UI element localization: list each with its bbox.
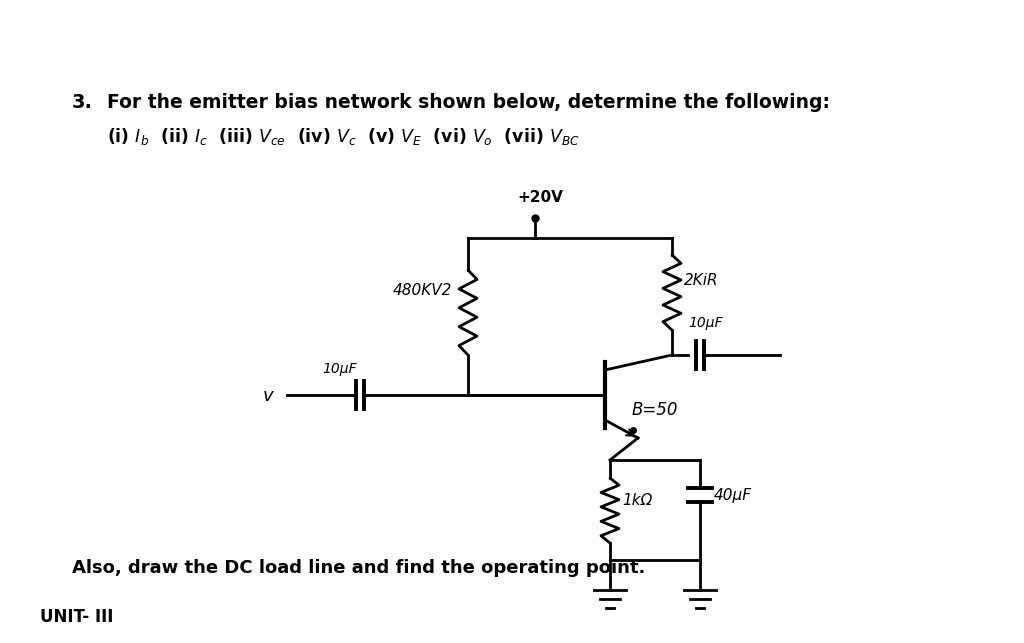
- Text: 10μF: 10μF: [322, 362, 356, 376]
- Text: UNIT- III: UNIT- III: [40, 608, 114, 626]
- Text: B=50: B=50: [632, 401, 679, 419]
- Text: 1kΩ: 1kΩ: [622, 493, 652, 508]
- Text: 10μF: 10μF: [688, 316, 723, 330]
- Text: 3.: 3.: [72, 93, 93, 112]
- Text: 480KV2: 480KV2: [393, 283, 453, 298]
- Text: Also, draw the DC load line and find the operating point.: Also, draw the DC load line and find the…: [72, 559, 645, 577]
- Text: 2KiR: 2KiR: [684, 273, 719, 288]
- Text: (i) $I_b$  (ii) $I_c$  (iii) $V_{ce}$  (iv) $V_c$  (v) $V_E$  (vi) $V_o$  (vii) : (i) $I_b$ (ii) $I_c$ (iii) $V_{ce}$ (iv)…: [106, 126, 580, 147]
- Text: 40μF: 40μF: [714, 488, 752, 503]
- Text: For the emitter bias network shown below, determine the following:: For the emitter bias network shown below…: [106, 93, 830, 112]
- Text: v: v: [263, 387, 273, 405]
- Text: +20V: +20V: [517, 190, 563, 205]
